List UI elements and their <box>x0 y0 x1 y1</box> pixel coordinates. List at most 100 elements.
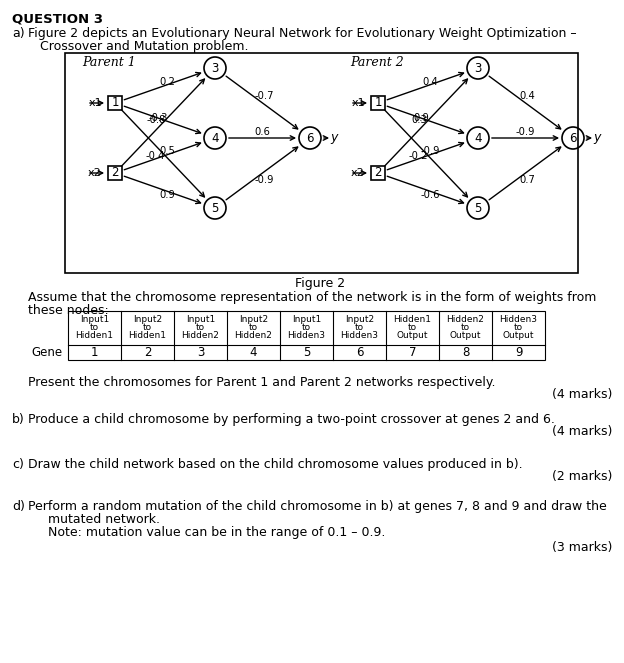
Text: y: y <box>330 131 338 145</box>
Text: Hidden1: Hidden1 <box>76 332 114 341</box>
Text: 6: 6 <box>569 131 577 145</box>
Text: x2: x2 <box>351 168 365 178</box>
Text: Draw the child network based on the child chromosome values produced in b).: Draw the child network based on the chil… <box>28 458 523 471</box>
Text: 0.4: 0.4 <box>422 77 438 87</box>
Text: y: y <box>593 131 601 145</box>
Text: these nodes:: these nodes: <box>28 304 109 317</box>
Text: (4 marks): (4 marks) <box>552 388 612 401</box>
Text: -0.9: -0.9 <box>516 127 535 137</box>
Text: to: to <box>514 324 523 333</box>
Text: Note: mutation value can be in the range of 0.1 – 0.9.: Note: mutation value can be in the range… <box>28 526 386 539</box>
Text: Figure 2 depicts an Evolutionary Neural Network for Evolutionary Weight Optimiza: Figure 2 depicts an Evolutionary Neural … <box>28 27 577 40</box>
Text: (3 marks): (3 marks) <box>552 541 612 554</box>
Text: Produce a child chromosome by performing a two-point crossover at genes 2 and 6.: Produce a child chromosome by performing… <box>28 413 555 426</box>
Text: b): b) <box>12 413 25 426</box>
Text: 0.4: 0.4 <box>520 91 535 101</box>
Text: 7: 7 <box>409 346 416 359</box>
Text: to: to <box>90 324 99 333</box>
Text: 6: 6 <box>306 131 314 145</box>
Text: to: to <box>196 324 205 333</box>
Text: QUESTION 3: QUESTION 3 <box>12 12 103 25</box>
Text: -0.9: -0.9 <box>421 146 440 156</box>
Text: -0.4: -0.4 <box>146 151 165 161</box>
Text: 5: 5 <box>212 202 218 215</box>
Bar <box>371 96 385 110</box>
Text: (4 marks): (4 marks) <box>552 425 612 438</box>
Text: Input2: Input2 <box>345 316 374 324</box>
Text: Input1: Input1 <box>292 316 321 324</box>
Text: 1: 1 <box>374 97 382 109</box>
Text: Perform a random mutation of the child chromosome in b) at genes 7, 8 and 9 and : Perform a random mutation of the child c… <box>28 500 607 513</box>
Text: to: to <box>408 324 417 333</box>
Text: 2: 2 <box>374 166 382 180</box>
Text: Input2: Input2 <box>239 316 268 324</box>
Text: 3: 3 <box>197 346 204 359</box>
Text: x1: x1 <box>351 98 365 108</box>
Text: 0.3: 0.3 <box>412 115 427 125</box>
Text: 2: 2 <box>111 166 119 180</box>
Text: Input1: Input1 <box>186 316 215 324</box>
Text: Output: Output <box>397 332 428 341</box>
Text: 4: 4 <box>474 131 482 145</box>
Text: 4: 4 <box>250 346 257 359</box>
Text: Present the chromosomes for Parent 1 and Parent 2 networks respectively.: Present the chromosomes for Parent 1 and… <box>28 376 495 389</box>
Text: to: to <box>355 324 364 333</box>
Text: Gene: Gene <box>32 346 63 359</box>
Bar <box>371 166 385 180</box>
Text: Hidden2: Hidden2 <box>447 316 484 324</box>
Bar <box>108 166 122 180</box>
Bar <box>68 311 545 360</box>
Text: -0.7: -0.7 <box>255 91 275 101</box>
Text: Output: Output <box>450 332 481 341</box>
Text: Hidden2: Hidden2 <box>235 332 273 341</box>
Text: Crossover and Mutation problem.: Crossover and Mutation problem. <box>28 40 248 53</box>
Text: -0.2: -0.2 <box>409 151 428 161</box>
Text: 5: 5 <box>474 202 482 215</box>
Text: 0.2: 0.2 <box>159 77 175 87</box>
Text: d): d) <box>12 500 25 513</box>
Text: Hidden3: Hidden3 <box>288 332 326 341</box>
Text: 0.6: 0.6 <box>255 127 270 137</box>
Text: 3: 3 <box>212 62 218 74</box>
Text: Parent 2: Parent 2 <box>350 56 404 69</box>
Text: x2: x2 <box>88 168 102 178</box>
Text: 2: 2 <box>144 346 151 359</box>
Text: 0.9: 0.9 <box>413 113 429 123</box>
Text: 1: 1 <box>111 97 119 109</box>
Text: Hidden2: Hidden2 <box>182 332 220 341</box>
Text: -0.6: -0.6 <box>421 190 440 200</box>
Text: Hidden1: Hidden1 <box>129 332 167 341</box>
Text: 3: 3 <box>474 62 482 74</box>
Bar <box>108 96 122 110</box>
Text: Assume that the chromosome representation of the network is in the form of weigh: Assume that the chromosome representatio… <box>28 291 597 304</box>
Text: to: to <box>302 324 311 333</box>
Text: Input2: Input2 <box>133 316 162 324</box>
Text: Input1: Input1 <box>80 316 109 324</box>
Text: Output: Output <box>503 332 534 341</box>
Text: to: to <box>249 324 258 333</box>
Text: -0.3: -0.3 <box>149 113 168 123</box>
Text: Figure 2: Figure 2 <box>295 277 345 290</box>
Text: 6: 6 <box>356 346 363 359</box>
Text: -0.8: -0.8 <box>147 115 167 125</box>
Text: 0.7: 0.7 <box>520 175 535 185</box>
Text: a): a) <box>12 27 24 40</box>
Text: Parent 1: Parent 1 <box>82 56 136 69</box>
Text: Hidden1: Hidden1 <box>394 316 432 324</box>
Text: to: to <box>143 324 152 333</box>
Text: 5: 5 <box>303 346 310 359</box>
Text: 8: 8 <box>462 346 469 359</box>
Text: Hidden3: Hidden3 <box>341 332 379 341</box>
Text: c): c) <box>12 458 24 471</box>
Text: Hidden3: Hidden3 <box>499 316 537 324</box>
Text: 0.5: 0.5 <box>159 146 175 156</box>
Text: -0.9: -0.9 <box>255 175 275 185</box>
Text: (2 marks): (2 marks) <box>552 470 612 483</box>
Text: 1: 1 <box>90 346 98 359</box>
Text: 9: 9 <box>515 346 522 359</box>
Text: 0.9: 0.9 <box>159 190 175 200</box>
Text: x1: x1 <box>88 98 102 108</box>
Text: 4: 4 <box>212 131 219 145</box>
Text: mutated network.: mutated network. <box>28 513 160 526</box>
Bar <box>65 53 578 273</box>
